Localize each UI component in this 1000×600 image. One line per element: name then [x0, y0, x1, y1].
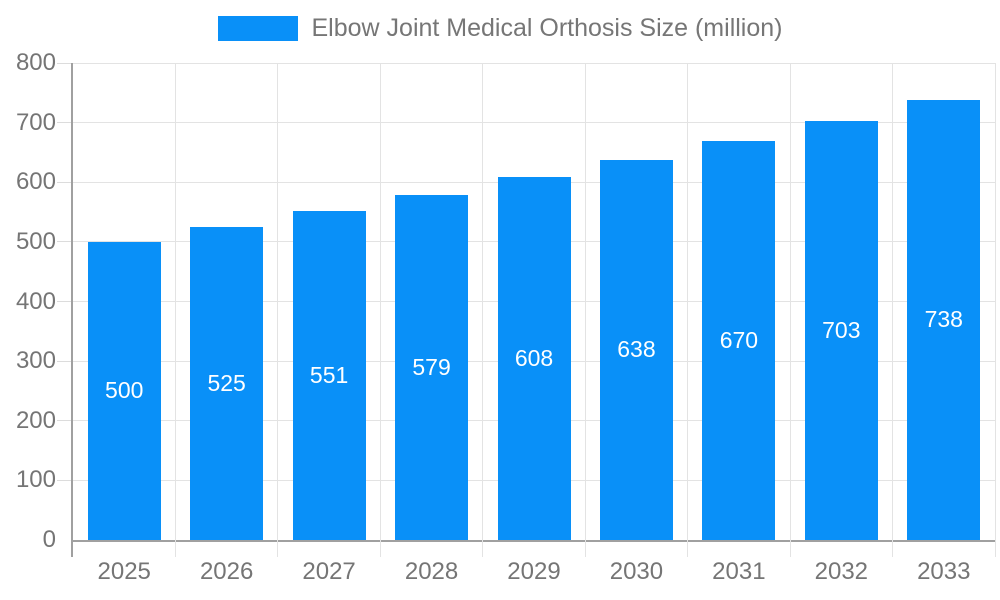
- bar-value-label: 738: [924, 306, 963, 333]
- bar-value-label: 551: [309, 362, 349, 389]
- y-axis-tick: [57, 122, 71, 124]
- y-tick-label: 600: [15, 168, 56, 196]
- y-tick-label: 700: [15, 108, 56, 136]
- bar: 608: [497, 177, 571, 540]
- x-tick-label: 2030: [609, 558, 664, 585]
- y-tick-label: 200: [15, 406, 56, 434]
- y-axis-tick: [57, 479, 71, 481]
- bar: 703: [804, 120, 878, 540]
- bar: 670: [702, 140, 776, 540]
- x-tick-label: 2028: [404, 558, 459, 585]
- x-tick-label: 2025: [97, 558, 151, 585]
- y-axis-line: [71, 63, 73, 557]
- bar-value-label: 579: [412, 353, 451, 380]
- bar: 500: [87, 241, 161, 540]
- legend-label: Elbow Joint Medical Orthosis Size (milli…: [311, 14, 783, 42]
- v-gridline: [687, 63, 689, 557]
- bar-value-label: 638: [617, 336, 656, 363]
- v-gridline: [994, 63, 996, 557]
- v-gridline: [174, 63, 176, 557]
- y-axis-tick: [57, 301, 71, 302]
- y-tick-label: 100: [15, 466, 56, 494]
- y-axis-tick: [57, 62, 71, 64]
- bar-value-label: 500: [105, 377, 144, 404]
- v-gridline: [584, 63, 586, 557]
- x-axis-line: [71, 540, 995, 542]
- y-tick-label: 0: [42, 526, 56, 553]
- y-axis-tick: [57, 360, 71, 362]
- bar-value-label: 608: [514, 345, 554, 372]
- bar: 525: [190, 226, 264, 540]
- v-gridline: [789, 63, 791, 557]
- y-tick-label: 400: [15, 287, 56, 315]
- bar: 579: [395, 194, 469, 540]
- plot-area: 500 525 551 579 608 638 670 703 738: [57, 62, 996, 557]
- x-tick-label: 2026: [199, 558, 254, 585]
- h-gridline: [73, 122, 995, 124]
- y-axis-tick: [57, 181, 71, 183]
- bar-value-label: 670: [719, 326, 759, 353]
- x-tick-label: 2031: [712, 558, 766, 585]
- y-tick-label: 300: [15, 347, 56, 375]
- legend-swatch: [217, 16, 298, 41]
- x-tick-label: 2027: [302, 558, 356, 585]
- bar-value-label: 703: [822, 316, 861, 343]
- legend[interactable]: Elbow Joint Medical Orthosis Size (milli…: [0, 14, 1000, 43]
- x-tick-label: 2032: [814, 558, 869, 585]
- v-gridline: [482, 63, 484, 557]
- v-gridline: [379, 63, 381, 557]
- bar: 638: [599, 159, 673, 540]
- y-axis-tick: [57, 420, 71, 422]
- x-tick-label: 2029: [507, 558, 561, 585]
- y-tick-label: 500: [15, 227, 56, 255]
- h-gridline: [73, 62, 995, 64]
- y-axis-tick: [57, 241, 71, 243]
- x-tick-label: 2033: [917, 558, 971, 585]
- bar: 738: [907, 99, 981, 540]
- v-gridline: [277, 63, 279, 557]
- bar-value-label: 525: [207, 369, 246, 396]
- bar: 551: [292, 211, 366, 540]
- v-gridline: [892, 63, 894, 557]
- y-tick-label: 800: [15, 49, 56, 76]
